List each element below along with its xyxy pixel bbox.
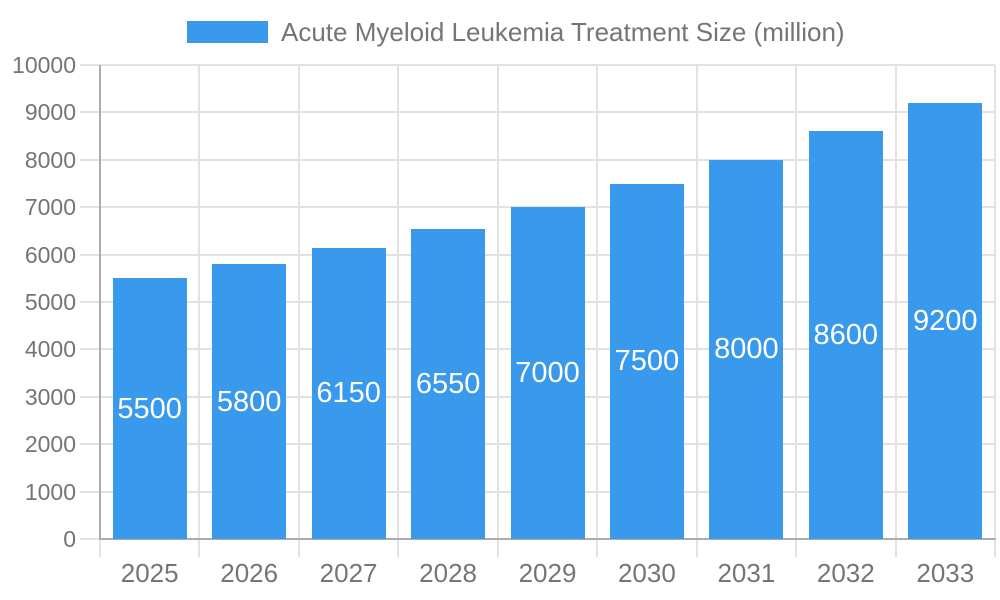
y-axis-tick [80,395,100,398]
y-axis-tick [80,64,100,66]
v-gridline [994,65,996,539]
x-axis-tick [198,539,201,557]
v-gridline [596,65,599,539]
y-tick-label: 5000 [24,289,76,315]
bar[interactable] [709,159,784,539]
bar[interactable] [908,102,983,539]
y-axis-tick [80,490,100,493]
y-tick-label: 7000 [24,194,76,221]
x-axis-tick [994,539,996,557]
x-axis-tick [695,539,698,557]
y-axis-tick [80,111,100,114]
bar[interactable] [212,264,287,539]
bar[interactable] [411,228,486,539]
bar[interactable] [510,207,585,539]
bar-value-label: 7500 [614,345,680,378]
y-axis-tick [80,348,100,351]
v-gridline [397,65,400,539]
x-tick-label: 2026 [220,558,279,588]
h-gridline [100,64,995,66]
bar-value-label: 5800 [216,385,282,418]
x-axis-tick [397,539,400,557]
bar[interactable] [311,247,386,539]
v-gridline [297,65,300,539]
bar[interactable] [609,183,684,539]
bar-value-label: 6150 [316,377,381,410]
x-axis-line [99,538,996,540]
bar-value-label: 5500 [117,392,182,425]
h-gridline [100,158,995,161]
bar-value-label: 7000 [515,357,580,390]
y-tick-label: 0 [63,526,76,552]
legend-label: Acute Myeloid Leukemia Treatment Size (m… [281,17,845,47]
h-gridline [100,111,995,114]
x-tick-label: 2031 [717,558,776,588]
x-axis-tick [496,539,499,557]
x-axis-tick [99,539,101,557]
legend-swatch-icon[interactable] [187,21,268,43]
v-gridline [795,65,798,539]
x-axis-tick [894,539,897,557]
y-tick-label: 10000 [12,52,76,78]
v-gridline [496,65,499,539]
x-tick-label: 2032 [816,558,875,588]
legend[interactable]: Acute Myeloid Leukemia Treatment Size (m… [187,17,845,47]
bar[interactable] [112,278,187,539]
y-axis-tick [80,301,100,303]
y-tick-label: 9000 [24,99,76,126]
y-axis-tick [80,206,100,209]
bar-value-label: 8000 [714,333,779,366]
x-tick-label: 2027 [319,558,378,588]
y-axis-line [99,65,101,539]
y-axis-tick [80,443,100,446]
y-tick-label: 2000 [24,431,76,458]
x-axis-tick [596,539,599,557]
y-axis-tick [80,538,100,540]
v-gridline [198,65,201,539]
x-tick-label: 2029 [518,558,577,588]
y-tick-label: 3000 [24,383,76,410]
x-tick-label: 2025 [120,558,179,588]
v-gridline [695,65,698,539]
x-tick-label: 2030 [617,558,676,588]
y-tick-label: 6000 [24,241,76,268]
x-tick-label: 2033 [916,558,975,588]
y-axis-tick [80,158,100,161]
bar[interactable] [808,131,883,539]
bar-value-label: 8600 [813,319,879,352]
y-tick-label: 8000 [24,146,76,173]
bar-value-label: 6550 [415,367,481,400]
y-tick-label: 4000 [24,336,76,363]
x-axis-tick [297,539,300,557]
v-gridline [894,65,897,539]
bar-value-label: 9200 [913,305,978,337]
x-axis-tick [795,539,798,557]
y-tick-label: 1000 [24,478,76,505]
x-tick-label: 2028 [419,558,478,588]
y-axis-tick [80,253,100,256]
